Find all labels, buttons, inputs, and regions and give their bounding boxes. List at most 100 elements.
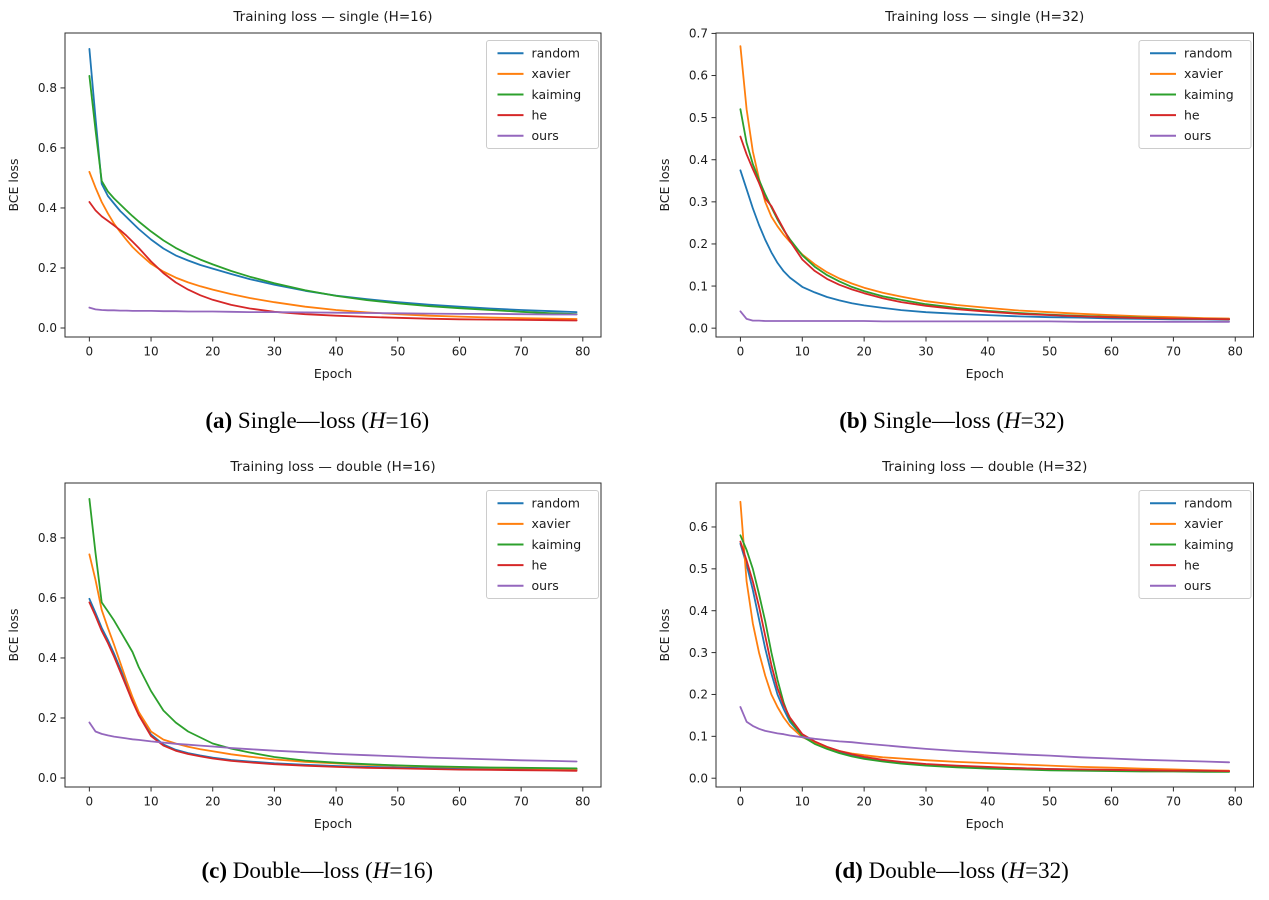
legend-label-kaiming: kaiming: [1184, 537, 1234, 552]
legend-label-xavier: xavier: [1184, 66, 1224, 81]
x-tick-label: 0: [86, 345, 94, 359]
x-tick-label: 20: [205, 795, 220, 809]
x-tick-label: 10: [143, 345, 158, 359]
series-line-kaiming: [88, 75, 578, 316]
x-tick-label: 40: [980, 345, 995, 359]
legend-label-xavier: xavier: [532, 66, 572, 81]
legend-label-ours: ours: [1184, 128, 1211, 143]
legend-label-he: he: [1184, 557, 1200, 572]
caption-c-label: (c): [201, 858, 228, 883]
plot-border: [715, 32, 1254, 338]
legend-label-kaiming: kaiming: [1184, 87, 1234, 102]
legend-box: [1138, 490, 1251, 599]
series-line-xavier: [739, 45, 1230, 320]
series-line-kaiming: [88, 498, 578, 770]
y-tick-label: 0.3: [688, 195, 707, 209]
x-tick-label: 50: [390, 345, 405, 359]
x-tick-label: 10: [794, 345, 809, 359]
chart-c-canvas: Training loss — double (H=16) 0 10 20 30 40 50…: [6, 459, 602, 831]
caption-a-text: Single—loss (: [232, 408, 369, 433]
x-tick-label: 70: [1165, 345, 1180, 359]
legend-box: [486, 40, 599, 149]
x-tick-label: 80: [575, 795, 590, 809]
x-axis-label: Epoch: [965, 816, 1003, 831]
y-tick-label: 0.4: [38, 651, 57, 665]
caption-c-value: =16): [389, 858, 433, 883]
legend-label-he: he: [532, 107, 548, 122]
y-tick-label: 0.0: [38, 321, 57, 335]
caption-c: (c) Double—loss (H =16): [0, 848, 635, 894]
chart-title: Training loss — single (H=32): [884, 9, 1084, 25]
x-tick-label: 80: [575, 345, 590, 359]
x-tick-label: 30: [267, 795, 282, 809]
legend-label-random: random: [532, 46, 580, 61]
chart-b-canvas: Training loss — single (H=32) 0 10 20 30 40 50…: [657, 9, 1254, 381]
y-tick-label: 0.0: [688, 771, 707, 785]
x-tick-label: 20: [205, 345, 220, 359]
caption-b-variable: H: [1004, 408, 1021, 433]
legend-label-xavier: xavier: [532, 516, 572, 531]
legend-label-ours: ours: [532, 578, 559, 593]
y-tick-label: 0.6: [38, 141, 57, 155]
x-tick-label: 70: [513, 795, 528, 809]
caption-c-variable: H: [372, 858, 390, 883]
x-axis-label: Epoch: [314, 816, 352, 831]
caption-d-variable: H: [1008, 858, 1026, 883]
series-line-xavier: [88, 170, 578, 320]
legend-label-he: he: [1184, 107, 1200, 122]
x-axis-label: Epoch: [314, 366, 352, 381]
caption-d-label: (d): [834, 858, 863, 883]
legend-label-random: random: [532, 496, 580, 511]
x-tick-label: 20: [856, 795, 871, 809]
x-tick-label: 80: [1227, 345, 1242, 359]
x-tick-label: 70: [1165, 795, 1180, 809]
x-tick-label: 30: [918, 345, 933, 359]
caption-a-label: (a): [205, 408, 233, 433]
series-line-ours: [739, 706, 1230, 764]
series-line-he: [88, 201, 578, 322]
x-tick-label: 80: [1227, 795, 1242, 809]
y-axis-label: BCE loss: [657, 608, 672, 661]
legend-box: [1138, 40, 1251, 149]
y-tick-label: 0.8: [38, 81, 57, 95]
x-tick-label: 30: [267, 345, 282, 359]
y-tick-label: 0.3: [688, 646, 707, 660]
x-tick-label: 0: [736, 795, 744, 809]
legend: random xavier kaiming he ours: [1138, 40, 1251, 149]
series-line-ours: [88, 721, 578, 763]
series-line-xavier: [739, 500, 1230, 772]
y-axis-label: BCE loss: [6, 158, 21, 211]
y-tick-label: 0.2: [38, 261, 57, 275]
chart-title: Training loss — double (H=16): [229, 459, 435, 475]
x-tick-label: 40: [328, 795, 343, 809]
x-tick-label: 60: [452, 795, 467, 809]
y-tick-label: 0.7: [688, 27, 707, 41]
chart-a-canvas: Training loss — single (H=16) 0 10 20 30 40 50…: [6, 9, 602, 381]
series-line-ours: [739, 310, 1230, 323]
caption-b-text: Single—loss (: [867, 408, 1005, 433]
caption-a-variable: H: [368, 408, 386, 433]
legend-label-xavier: xavier: [1184, 516, 1224, 531]
caption-b-label: (b): [839, 408, 868, 433]
chart-d-canvas: Training loss — double (H=32) 0 10 20 30 40 50…: [657, 459, 1254, 831]
x-tick-label: 70: [513, 345, 528, 359]
x-tick-label: 10: [143, 795, 158, 809]
subfigure-a: Training loss — single (H=16) 0 10 20 30 40 50…: [0, 0, 635, 450]
caption-a-value: =16): [385, 408, 430, 433]
subfigure-c: Training loss — double (H=16) 0 10 20 30 40 50…: [0, 450, 635, 900]
caption-c-text: Double—loss (: [227, 858, 373, 883]
y-tick-label: 0.4: [38, 201, 57, 215]
legend: random xavier kaiming he ours: [486, 490, 599, 599]
y-tick-label: 0.1: [688, 730, 707, 744]
legend: random xavier kaiming he ours: [486, 40, 599, 149]
y-tick-label: 0.2: [38, 711, 57, 725]
caption-d: (d) Double—loss (H =32): [635, 848, 1269, 894]
subfigure-d: Training loss — double (H=32) 0 10 20 30 40 50…: [635, 450, 1269, 900]
plot-border: [715, 482, 1254, 788]
x-tick-label: 50: [390, 795, 405, 809]
y-axis-label: BCE loss: [6, 608, 21, 661]
caption-b-value: =32): [1020, 408, 1065, 433]
series-line-kaiming: [739, 534, 1230, 773]
plot-border: [64, 482, 602, 788]
